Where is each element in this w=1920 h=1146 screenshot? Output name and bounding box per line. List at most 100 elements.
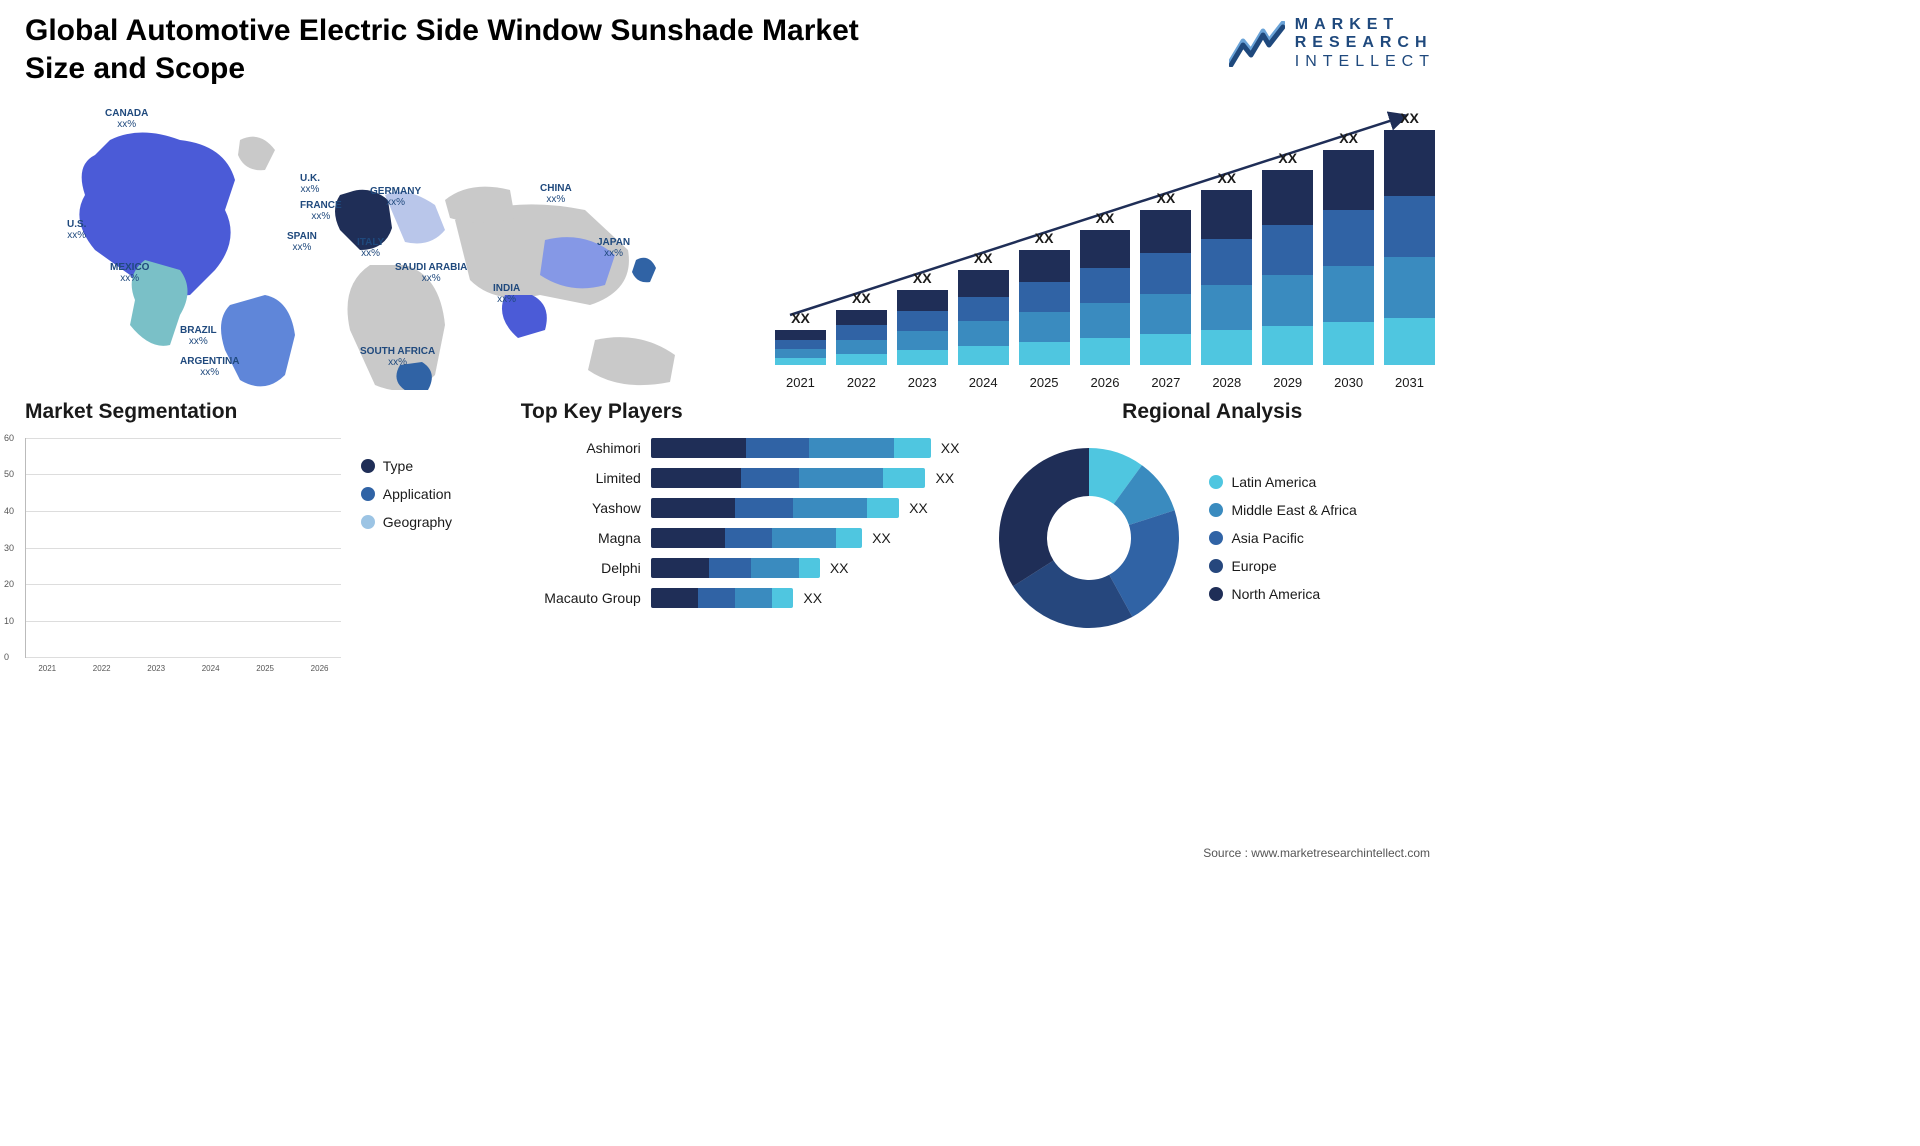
- map-label: ARGENTINAxx%: [180, 356, 239, 378]
- bar-top-label: XX: [1323, 130, 1374, 146]
- key-player-row: DelphiXX: [521, 558, 960, 578]
- key-player-bar: [651, 438, 931, 458]
- market-size-bar: XX: [775, 330, 826, 365]
- map-label: FRANCExx%: [300, 200, 342, 222]
- market-size-bar: XX: [1323, 150, 1374, 365]
- legend-item: Geography: [361, 514, 491, 530]
- market-size-bar: XX: [1080, 230, 1131, 365]
- seg-ytick: 10: [4, 616, 14, 626]
- regional-panel: Regional Analysis Latin AmericaMiddle Ea…: [989, 400, 1435, 832]
- key-player-name: Yashow: [521, 500, 641, 516]
- seg-year: 2025: [238, 664, 292, 673]
- key-player-row: Yashow XX: [521, 498, 960, 518]
- seg-year: 2021: [20, 664, 74, 673]
- map-label: INDIAxx%: [493, 283, 520, 305]
- market-size-bar: XX: [897, 290, 948, 365]
- bottom-row: Market Segmentation 20212022202320242025…: [25, 400, 1435, 832]
- key-player-bar: [651, 468, 926, 488]
- map-label: SAUDI ARABIAxx%: [395, 262, 467, 284]
- brand-logo: MARKET RESEARCH INTELLECT: [1229, 16, 1435, 71]
- key-players-chart: AshimoriXX LimitedXX Yashow XX Magna XX Delphi…: [521, 438, 960, 608]
- map-label: MEXICOxx%: [110, 262, 149, 284]
- page-title: Global Automotive Electric Side Window S…: [25, 12, 925, 87]
- map-label: CHINAxx%: [540, 183, 572, 205]
- key-player-bar: [651, 588, 794, 608]
- logo-icon: [1229, 21, 1285, 67]
- key-player-bar: [651, 528, 862, 548]
- bar-top-label: XX: [1019, 230, 1070, 246]
- map-russia: [445, 187, 515, 223]
- key-player-row: Macauto Group XX: [521, 588, 960, 608]
- seg-year: 2023: [129, 664, 183, 673]
- map-australia: [588, 337, 675, 385]
- donut-segment: [999, 448, 1089, 586]
- key-player-row: AshimoriXX: [521, 438, 960, 458]
- key-player-name: Macauto Group: [521, 590, 641, 606]
- market-size-bar: XX: [958, 270, 1009, 365]
- seg-ytick: 20: [4, 579, 14, 589]
- legend-item: Application: [361, 486, 491, 502]
- bar-top-label: XX: [1262, 150, 1313, 166]
- seg-ytick: 60: [4, 433, 14, 443]
- market-size-chart: XXXXXXXXXXXXXXXXXXXXXX 20212022202320242…: [765, 100, 1435, 390]
- logo-line3: INTELLECT: [1295, 53, 1435, 71]
- map-label: U.S.xx%: [67, 219, 86, 241]
- source-text: Source : www.marketresearchintellect.com: [1203, 846, 1430, 860]
- market-size-year: 2030: [1323, 375, 1374, 390]
- bar-top-label: XX: [836, 290, 887, 306]
- market-size-year: 2023: [897, 375, 948, 390]
- bar-top-label: XX: [775, 310, 826, 326]
- bar-top-label: XX: [958, 250, 1009, 266]
- segmentation-chart: 202120222023202420252026 0102030405060: [25, 438, 341, 658]
- key-player-bar: [651, 558, 820, 578]
- key-player-name: Magna: [521, 530, 641, 546]
- segmentation-panel: Market Segmentation 20212022202320242025…: [25, 400, 491, 832]
- seg-ytick: 0: [4, 652, 9, 662]
- logo-line1: MARKET: [1295, 16, 1435, 34]
- market-size-bar: XX: [1384, 130, 1435, 365]
- key-player-value: XX: [941, 440, 960, 456]
- market-size-bar: XX: [1140, 210, 1191, 365]
- key-player-row: LimitedXX: [521, 468, 960, 488]
- legend-item: Middle East & Africa: [1209, 502, 1356, 518]
- map-label: SPAINxx%: [287, 231, 317, 253]
- legend-item: North America: [1209, 586, 1356, 602]
- logo-line2: RESEARCH: [1295, 34, 1435, 52]
- key-player-value: XX: [935, 470, 954, 486]
- market-size-bar: XX: [1019, 250, 1070, 365]
- map-label: U.K.xx%: [300, 173, 320, 195]
- market-size-year: 2029: [1262, 375, 1313, 390]
- seg-year: 2022: [74, 664, 128, 673]
- legend-item: Latin America: [1209, 474, 1356, 490]
- map-label: CANADAxx%: [105, 108, 148, 130]
- seg-ytick: 50: [4, 469, 14, 479]
- map-label: ITALYxx%: [357, 237, 384, 259]
- key-player-name: Delphi: [521, 560, 641, 576]
- seg-year: 2026: [292, 664, 346, 673]
- map-japan: [632, 258, 656, 283]
- market-size-bar: XX: [1201, 190, 1252, 365]
- key-player-value: XX: [803, 590, 822, 606]
- map-greenland: [238, 137, 275, 171]
- legend-item: Asia Pacific: [1209, 530, 1356, 546]
- market-size-year: 2026: [1080, 375, 1131, 390]
- bar-top-label: XX: [1201, 170, 1252, 186]
- map-label: GERMANYxx%: [370, 186, 421, 208]
- bar-top-label: XX: [897, 270, 948, 286]
- market-size-year: 2027: [1140, 375, 1191, 390]
- market-size-year: 2028: [1201, 375, 1252, 390]
- market-size-year: 2022: [836, 375, 887, 390]
- key-players-title: Top Key Players: [521, 400, 960, 424]
- bar-top-label: XX: [1140, 190, 1191, 206]
- world-map: CANADAxx%U.S.xx%MEXICOxx%BRAZILxx%ARGENT…: [25, 100, 735, 390]
- key-player-bar: [651, 498, 899, 518]
- bar-top-label: XX: [1080, 210, 1131, 226]
- top-row: CANADAxx%U.S.xx%MEXICOxx%BRAZILxx%ARGENT…: [25, 100, 1435, 390]
- seg-ytick: 40: [4, 506, 14, 516]
- key-player-value: XX: [909, 500, 928, 516]
- segmentation-title: Market Segmentation: [25, 400, 491, 424]
- market-size-year: 2025: [1019, 375, 1070, 390]
- key-players-panel: Top Key Players AshimoriXX LimitedXX Yasho…: [521, 400, 960, 832]
- legend-item: Europe: [1209, 558, 1356, 574]
- map-label: SOUTH AFRICAxx%: [360, 346, 435, 368]
